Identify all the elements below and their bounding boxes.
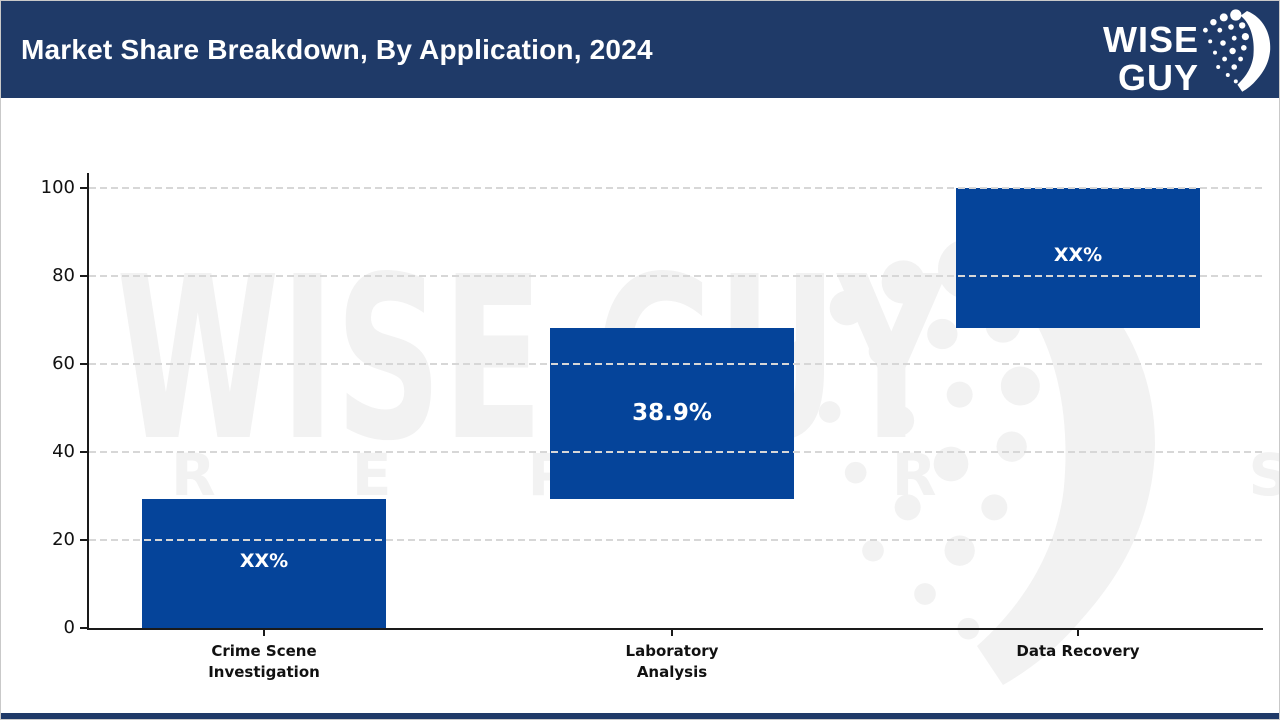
x-category-label: Laboratory Analysis: [626, 641, 719, 683]
bar-value-label: XX%: [1053, 243, 1103, 266]
gridline: [89, 275, 1263, 277]
y-tick-mark: [80, 451, 87, 453]
footer-bar: [1, 713, 1279, 719]
gridline: [89, 363, 1263, 365]
y-tick-label: 60: [52, 353, 75, 374]
bar-segment: [142, 499, 386, 628]
bar-value-label: 38.9%: [632, 399, 712, 426]
y-tick-label: 80: [52, 265, 75, 286]
bar-segment: [550, 327, 794, 500]
y-tick-label: 100: [40, 177, 75, 198]
wiseguy-logo: WISE GUY R E P O R T S: [1021, 7, 1271, 127]
x-tick-mark: [1077, 630, 1079, 636]
page-title: Market Share Breakdown, By Application, …: [21, 33, 653, 65]
x-category-label-line: Analysis: [636, 663, 708, 681]
x-tick-mark: [263, 630, 265, 636]
x-category-label-line: Data Recovery: [1016, 642, 1140, 660]
y-tick-mark: [80, 187, 87, 189]
logo-wordmark: WISE GUY: [1102, 19, 1199, 98]
gridline: [89, 451, 1263, 453]
x-category-label-line: Laboratory: [625, 642, 719, 660]
y-tick-mark: [80, 627, 87, 629]
chart-area: WISE GUY R E P O R T S XX%38.9%XX%020406…: [1, 98, 1279, 715]
wiseguy-face-icon: [1203, 9, 1271, 92]
y-tick-label: 20: [52, 529, 75, 550]
y-axis: [87, 173, 89, 630]
x-category-label-line: Investigation: [208, 663, 320, 681]
y-tick-label: 0: [63, 617, 75, 638]
watermark-wordmark: WISE GUY: [116, 229, 946, 491]
y-tick-mark: [80, 275, 87, 277]
x-category-label: Crime Scene Investigation: [208, 641, 320, 683]
x-tick-mark: [671, 630, 673, 636]
x-axis: [87, 628, 1263, 630]
x-category-label: Data Recovery: [1016, 641, 1139, 662]
y-tick-label: 40: [52, 441, 75, 462]
gridline: [89, 539, 1263, 541]
bar-value-label: XX%: [239, 549, 289, 572]
header: Market Share Breakdown, By Application, …: [1, 1, 1279, 127]
gridline: [89, 187, 1263, 189]
y-tick-mark: [80, 363, 87, 365]
x-category-label-line: Crime Scene: [211, 642, 317, 660]
y-tick-mark: [80, 539, 87, 541]
